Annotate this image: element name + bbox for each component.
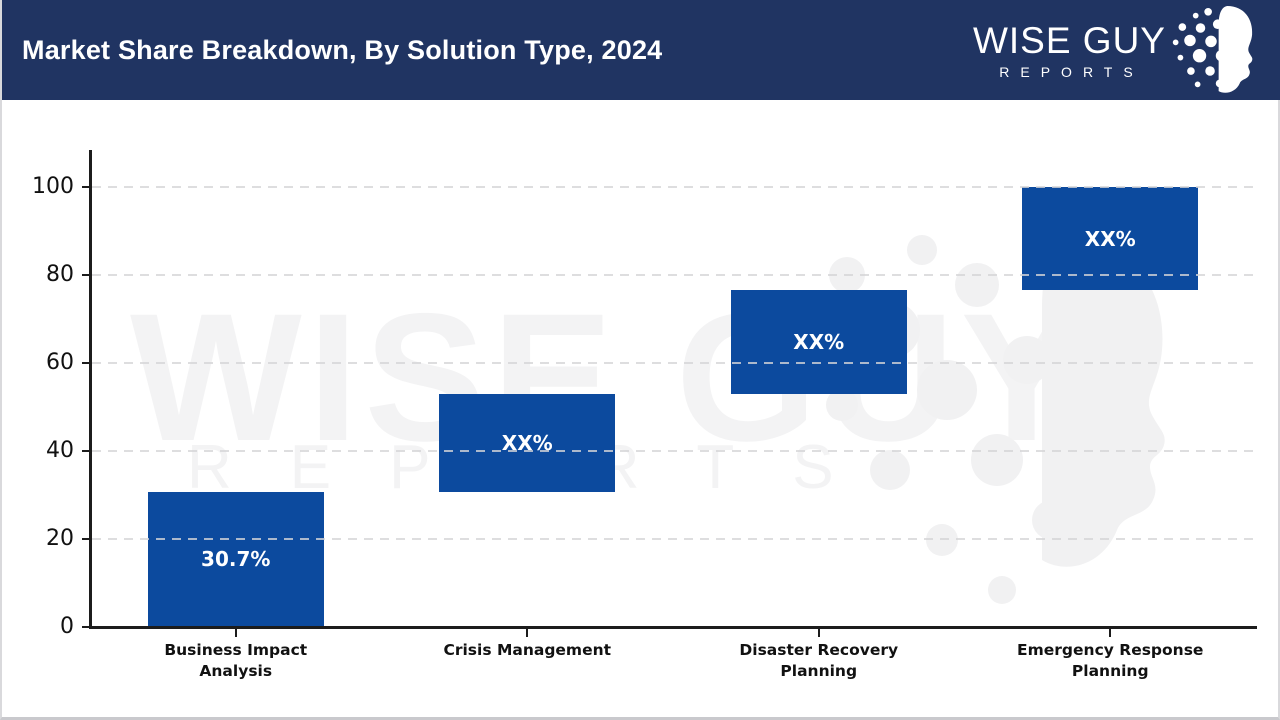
y-tick-40: [82, 450, 90, 452]
x-axis-line: [89, 626, 1257, 629]
brand-sub: REPORTS: [999, 63, 1144, 80]
y-tick-label-80: 80: [46, 262, 74, 287]
brand-text: WISE GUY REPORTS: [973, 22, 1166, 79]
waterfall-bar-3: [730, 290, 907, 394]
y-tick-60: [82, 362, 90, 364]
bar-value-label-1: 30.7%: [201, 547, 271, 572]
brand-logo: WISE GUY REPORTS: [973, 4, 1254, 96]
y-tick-80: [82, 274, 90, 276]
waterfall-bar-4: [1022, 187, 1199, 291]
bar-value-label-4: XX%: [1084, 226, 1136, 251]
page-title: Market Share Breakdown, By Solution Type…: [22, 34, 663, 65]
y-tick-100: [82, 186, 90, 188]
waterfall-bar-1: [147, 491, 324, 627]
brand-name: WISE GUY: [972, 19, 1166, 61]
y-tick-label-40: 40: [46, 438, 74, 463]
x-category-label-2: Crisis Management: [443, 641, 612, 659]
x-category-label-1: Business Impact Analysis: [164, 641, 308, 680]
x-tick-4: [1109, 629, 1112, 637]
x-tick-2: [526, 629, 529, 637]
x-tick-1: [234, 629, 237, 637]
gridline-100: [92, 186, 1256, 188]
wise-guy-face-icon: [1172, 6, 1253, 93]
y-tick-label-60: 60: [46, 350, 74, 375]
y-tick-label-100: 100: [32, 174, 74, 199]
x-category-label-4: Emergency Response Planning: [1017, 641, 1204, 680]
y-tick-20: [82, 538, 90, 540]
gridline-20: [92, 538, 1256, 540]
y-tick-label-20: 20: [46, 526, 74, 551]
bar-value-label-3: XX%: [793, 330, 845, 355]
y-tick-label-0: 0: [60, 614, 74, 639]
gridline-80: [92, 274, 1256, 276]
x-tick-3: [817, 629, 820, 637]
gridline-40: [92, 450, 1256, 452]
header-bar: Market Share Breakdown, By Solution Type…: [2, 0, 1280, 100]
y-axis-line: [89, 150, 92, 629]
waterfall-bar-2: [439, 393, 616, 492]
y-tick-0: [82, 626, 90, 628]
x-category-label-3: Disaster Recovery Planning: [739, 641, 899, 680]
gridline-60: [92, 362, 1256, 364]
